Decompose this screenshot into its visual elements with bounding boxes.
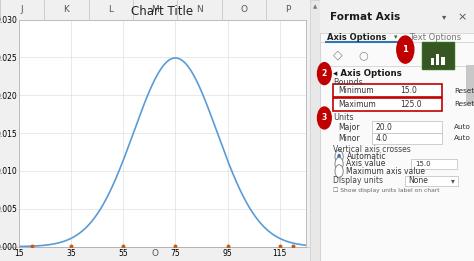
FancyBboxPatch shape: [333, 98, 442, 111]
Text: None: None: [409, 176, 428, 185]
FancyBboxPatch shape: [422, 42, 454, 69]
FancyBboxPatch shape: [431, 58, 434, 65]
FancyBboxPatch shape: [411, 159, 456, 169]
Point: [289, 244, 297, 248]
Circle shape: [318, 63, 331, 85]
FancyBboxPatch shape: [436, 54, 439, 65]
Text: Bounds: Bounds: [333, 78, 363, 87]
Text: ▲: ▲: [313, 4, 318, 9]
Text: 2: 2: [322, 69, 327, 78]
Text: ◇: ◇: [333, 48, 343, 61]
Text: L: L: [109, 5, 113, 14]
Text: 20.0: 20.0: [376, 123, 393, 132]
FancyBboxPatch shape: [310, 0, 320, 261]
Text: 4.0: 4.0: [376, 134, 388, 143]
Text: Display units: Display units: [333, 176, 383, 185]
Circle shape: [337, 154, 341, 159]
Text: ▾: ▾: [451, 176, 455, 185]
Text: 3: 3: [322, 114, 327, 122]
Text: Maximum: Maximum: [338, 100, 376, 109]
Text: Units: Units: [333, 114, 354, 122]
Circle shape: [397, 36, 414, 63]
Point: [276, 244, 283, 248]
Text: ◂ Axis Options: ◂ Axis Options: [333, 69, 402, 78]
FancyBboxPatch shape: [320, 0, 474, 33]
Text: Reset: Reset: [455, 102, 474, 107]
Text: 15.0: 15.0: [415, 161, 431, 167]
Circle shape: [335, 157, 343, 170]
Point: [28, 244, 36, 248]
Point: [172, 244, 179, 248]
Text: N: N: [196, 5, 203, 14]
FancyBboxPatch shape: [372, 133, 442, 144]
Text: Maximum axis value: Maximum axis value: [346, 167, 426, 176]
FancyBboxPatch shape: [372, 121, 442, 133]
Point: [119, 244, 127, 248]
Text: ▾: ▾: [442, 13, 447, 21]
Text: ×: ×: [458, 12, 467, 22]
Text: Auto: Auto: [455, 124, 471, 130]
FancyBboxPatch shape: [333, 84, 442, 97]
Text: ○: ○: [358, 50, 368, 60]
Title: Chart Title: Chart Title: [131, 5, 193, 19]
FancyBboxPatch shape: [466, 65, 474, 104]
Text: 15.0: 15.0: [401, 86, 417, 95]
FancyBboxPatch shape: [441, 57, 445, 65]
Text: ▾: ▾: [394, 34, 397, 40]
Circle shape: [335, 150, 343, 163]
Point: [67, 244, 75, 248]
Text: Format Axis: Format Axis: [330, 12, 401, 22]
FancyBboxPatch shape: [320, 0, 474, 261]
Text: ☐ Show display units label on chart: ☐ Show display units label on chart: [333, 188, 440, 193]
Text: K: K: [64, 5, 70, 14]
FancyBboxPatch shape: [405, 176, 458, 186]
Text: O: O: [152, 249, 159, 258]
Circle shape: [335, 165, 343, 178]
Text: Minimum: Minimum: [338, 86, 374, 95]
Text: M: M: [151, 5, 159, 14]
Text: Text Options: Text Options: [409, 33, 461, 41]
Text: Axis Options: Axis Options: [327, 33, 386, 41]
Circle shape: [318, 107, 331, 129]
Text: Auto: Auto: [455, 135, 471, 141]
Text: Axis value: Axis value: [346, 159, 386, 168]
Text: P: P: [286, 5, 291, 14]
Text: 125.0: 125.0: [401, 100, 422, 109]
Text: Reset: Reset: [455, 88, 474, 93]
Text: Minor: Minor: [338, 134, 360, 143]
Text: O: O: [240, 5, 247, 14]
Text: Vertical axis crosses: Vertical axis crosses: [333, 145, 411, 154]
Text: 1: 1: [402, 45, 408, 54]
Text: Automatic: Automatic: [346, 152, 386, 161]
Text: Major: Major: [338, 123, 360, 132]
Text: J: J: [21, 5, 24, 14]
Point: [224, 244, 231, 248]
